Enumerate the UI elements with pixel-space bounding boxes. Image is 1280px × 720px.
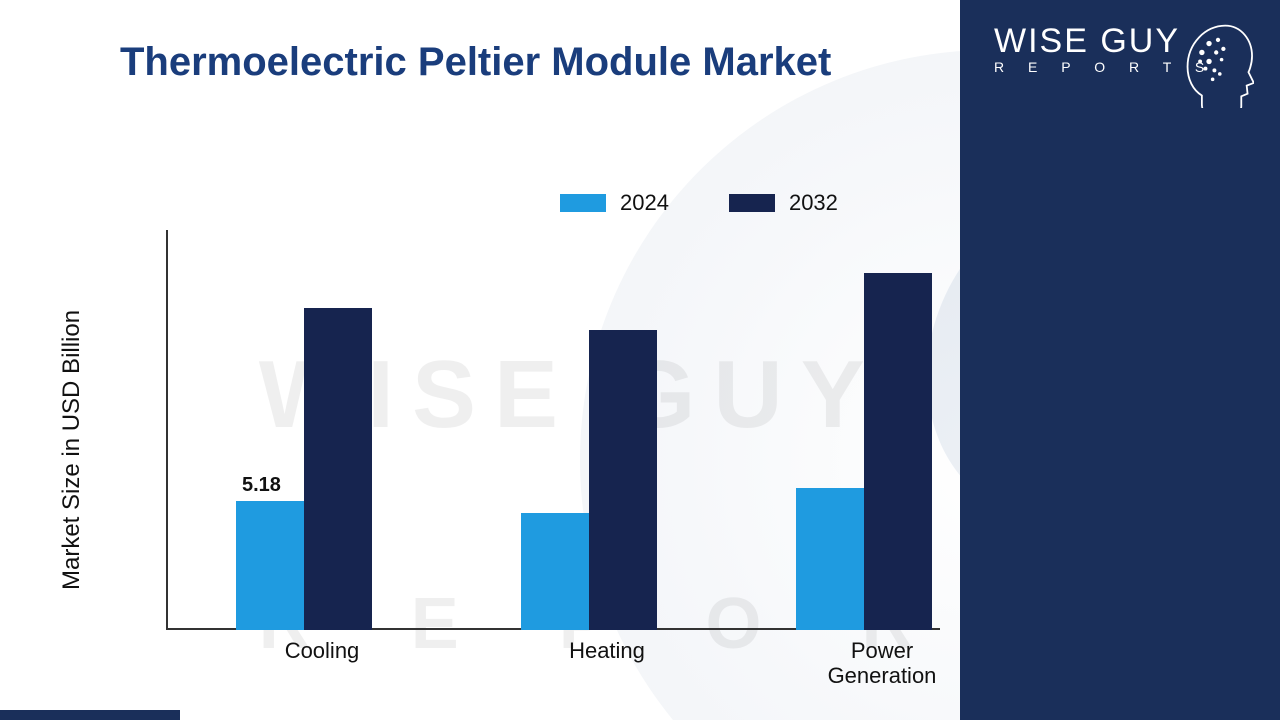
legend-label-2032: 2032 [789, 190, 838, 216]
legend-item-2024: 2024 [560, 190, 669, 216]
stage: WISE GUY R E P O R T S WISE GUY R E P O … [0, 0, 1280, 720]
category-label: Heating [497, 638, 717, 663]
bar-2024 [236, 501, 304, 631]
bar-2024 [796, 488, 864, 631]
brand-logo: WISE GUY R E P O R T S [994, 22, 1254, 112]
category-label: PowerGeneration [772, 638, 992, 689]
brand-head-icon [1182, 22, 1254, 108]
bar-value-label: 5.18 [242, 474, 281, 497]
bottom-accent-strip [0, 710, 180, 720]
chart-area: 5.18CoolingHeatingPowerGeneration [120, 230, 940, 650]
bar-2032 [304, 308, 372, 631]
bar-2032 [589, 330, 657, 630]
legend: 2024 2032 [560, 190, 838, 216]
category-label: Cooling [212, 638, 432, 663]
bar-2024 [521, 513, 589, 631]
legend-swatch-2032 [729, 194, 775, 212]
legend-label-2024: 2024 [620, 190, 669, 216]
legend-item-2032: 2032 [729, 190, 838, 216]
legend-swatch-2024 [560, 194, 606, 212]
chart-title: Thermoelectric Peltier Module Market [120, 38, 840, 86]
y-axis-label: Market Size in USD Billion [58, 310, 86, 590]
brand-text: WISE GUY [994, 22, 1180, 61]
bar-2032 [864, 273, 932, 631]
y-axis [166, 230, 168, 630]
